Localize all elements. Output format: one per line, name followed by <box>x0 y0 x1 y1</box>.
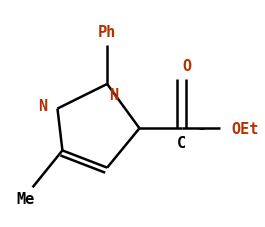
Text: Ph: Ph <box>98 25 116 40</box>
Text: O: O <box>182 59 191 74</box>
Text: Me: Me <box>16 192 34 207</box>
Text: -: - <box>197 121 207 138</box>
Text: N: N <box>109 88 118 103</box>
Text: OEt: OEt <box>231 122 259 137</box>
Text: C: C <box>177 136 186 151</box>
Text: N: N <box>38 99 47 114</box>
